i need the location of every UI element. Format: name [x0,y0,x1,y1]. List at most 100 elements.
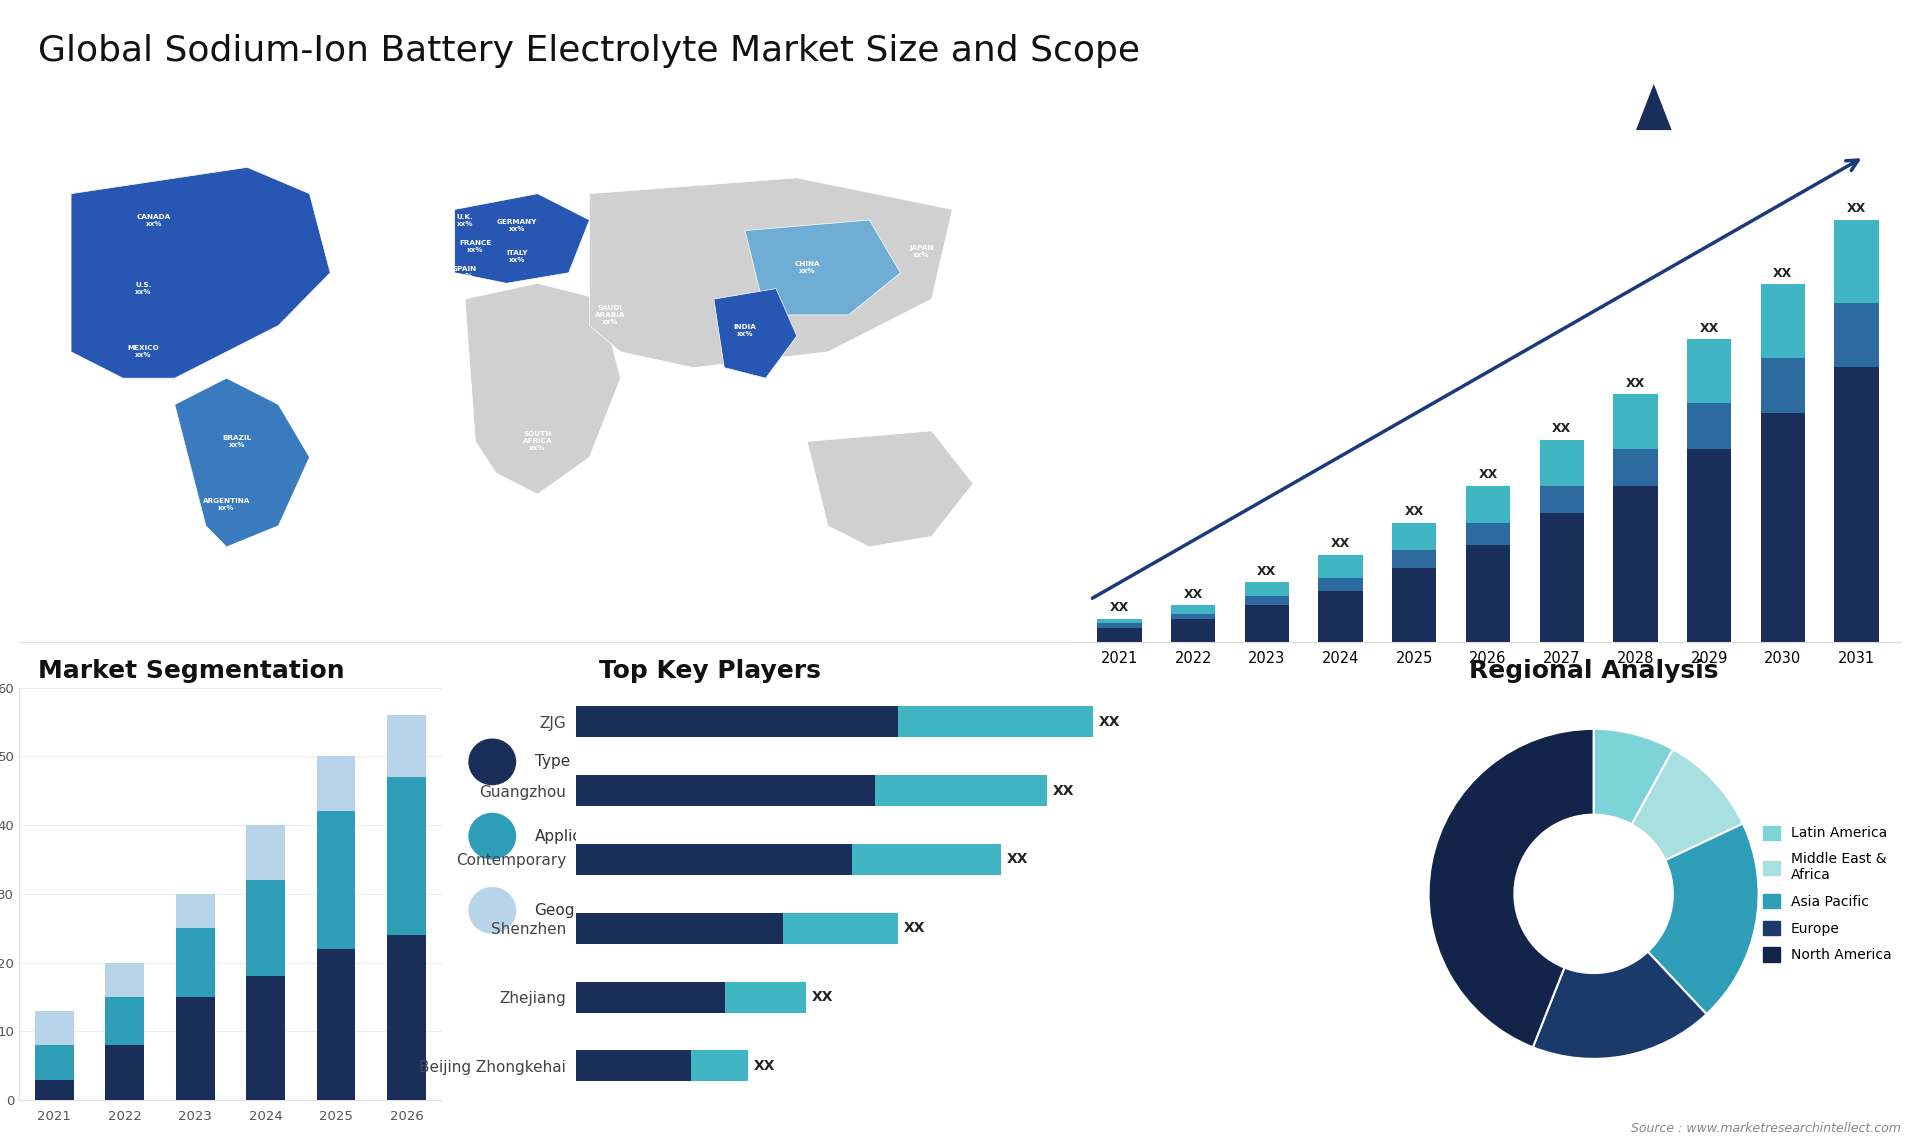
Bar [1834,220,1878,303]
Bar [106,1045,144,1100]
Text: XX: XX [1110,602,1129,614]
Text: Application: Application [534,829,620,843]
Bar [1319,578,1363,591]
Text: Global Sodium-Ion Battery Electrolyte Market Size and Scope: Global Sodium-Ion Battery Electrolyte Ma… [38,34,1140,69]
Bar [1244,596,1288,605]
Polygon shape [806,431,973,547]
Bar [899,706,1092,737]
Bar [1171,619,1215,642]
Bar [783,913,899,944]
Bar [576,982,726,1013]
Bar [388,935,426,1100]
Text: XX: XX [1847,203,1866,215]
Text: XX: XX [1551,423,1571,435]
Text: Type: Type [534,754,570,769]
Text: XX: XX [1052,784,1073,798]
Text: MEXICO
xx%: MEXICO xx% [129,345,159,359]
Bar [1465,523,1511,545]
Polygon shape [745,220,900,315]
Text: XX: XX [1006,853,1029,866]
Bar [1761,358,1805,413]
Bar [1392,568,1436,642]
Text: XX: XX [1258,565,1277,578]
Bar [691,1051,749,1082]
Bar [1171,605,1215,614]
Text: XX: XX [812,990,833,1004]
Text: Market Segmentation: Market Segmentation [38,659,346,683]
Bar [106,963,144,997]
Wedge shape [1594,729,1672,824]
Bar [177,997,215,1100]
Polygon shape [455,194,589,283]
Bar [876,775,1046,806]
Text: CANADA
xx%: CANADA xx% [136,213,171,227]
Bar [1761,284,1805,358]
Bar [246,880,284,976]
Bar [1171,614,1215,619]
Bar [388,777,426,935]
Polygon shape [465,283,620,494]
Bar [106,997,144,1045]
Text: ARGENTINA
xx%: ARGENTINA xx% [204,499,250,511]
Bar [726,982,806,1013]
Bar [1761,413,1805,642]
Wedge shape [1532,951,1707,1059]
Bar [1540,440,1584,486]
Circle shape [468,739,516,785]
Text: XX: XX [755,1059,776,1073]
Text: U.S.
xx%: U.S. xx% [136,282,152,295]
Text: SPAIN
xx%: SPAIN xx% [453,266,476,280]
Bar [1392,523,1436,550]
Bar [177,928,215,997]
Text: XX: XX [1183,588,1202,601]
Text: XX: XX [904,921,925,935]
Bar [1098,619,1142,623]
Bar [1465,545,1511,642]
Text: Top Key Players: Top Key Players [599,659,822,683]
Text: RESEARCH: RESEARCH [1716,72,1778,83]
Bar [317,756,355,811]
Text: GERMANY
xx%: GERMANY xx% [497,219,538,231]
Bar [1688,403,1732,449]
Text: XX: XX [1331,537,1350,550]
Text: XX: XX [1098,715,1119,729]
Text: XX: XX [1774,267,1793,280]
Bar [1244,582,1288,596]
Bar [1613,449,1657,486]
Bar [1098,623,1142,628]
Bar [576,913,783,944]
Text: JAPAN
xx%: JAPAN xx% [908,245,933,258]
Text: XX: XX [1626,377,1645,390]
Bar [317,949,355,1100]
Bar [1688,449,1732,642]
Bar [1834,367,1878,642]
Text: CHINA
xx%: CHINA xx% [795,261,820,274]
Wedge shape [1428,729,1594,1047]
Wedge shape [1632,749,1743,861]
Bar [1834,303,1878,367]
Bar [1613,394,1657,449]
Bar [1244,605,1288,642]
Text: XX: XX [1405,505,1425,518]
Bar [246,825,284,880]
Bar [1688,339,1732,403]
Bar [35,1045,73,1080]
Text: XX: XX [1699,322,1718,335]
Circle shape [468,888,516,933]
Text: U.K.
xx%: U.K. xx% [457,213,474,227]
Bar [317,811,355,949]
Bar [852,843,1000,874]
Text: Regional Analysis: Regional Analysis [1469,659,1718,683]
Text: INTELLECT: INTELLECT [1716,102,1772,111]
Bar [35,1011,73,1045]
Text: MARKET: MARKET [1716,42,1764,53]
Bar [177,894,215,928]
Wedge shape [1647,824,1759,1014]
Polygon shape [1615,31,1692,131]
Text: FRANCE
xx%: FRANCE xx% [459,240,492,253]
Text: ITALY
xx%: ITALY xx% [507,251,528,264]
Circle shape [468,814,516,858]
Bar [576,775,876,806]
Bar [1392,550,1436,568]
Bar [576,706,899,737]
